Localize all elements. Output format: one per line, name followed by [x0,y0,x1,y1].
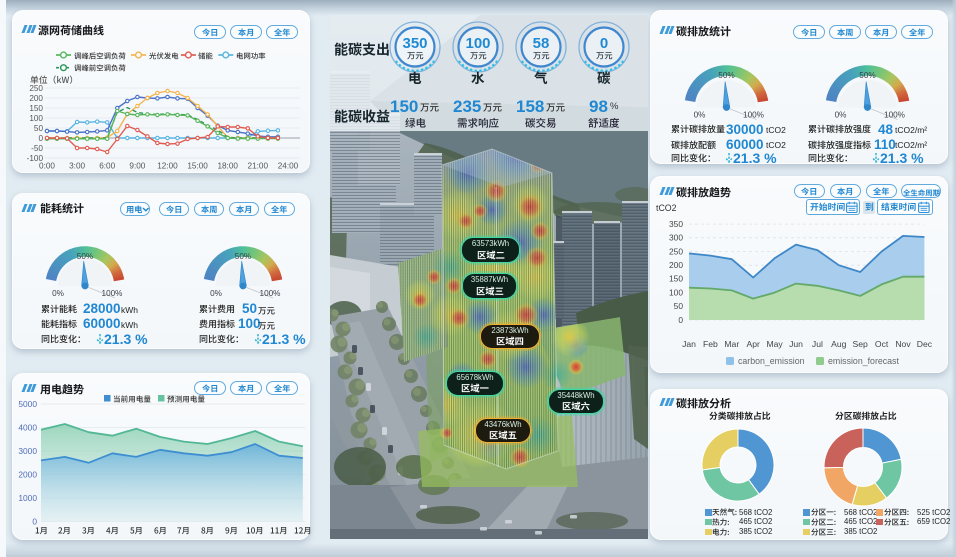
svg-text:Jul: Jul [812,339,823,349]
svg-text:100: 100 [29,114,43,123]
svg-text:100%: 100% [884,111,905,120]
svg-text:5000: 5000 [18,399,37,409]
svg-text:3000: 3000 [18,446,37,456]
svg-text:carbon_emission: carbon_emission [738,356,805,366]
svg-text:250: 250 [29,84,43,93]
svg-text:emission_forecast: emission_forecast [828,356,899,366]
svg-text:300: 300 [669,233,683,243]
svg-text:Mar: Mar [724,339,739,349]
svg-text:May: May [766,339,783,349]
svg-text:0%: 0% [835,111,847,120]
svg-text:Apr: Apr [747,339,761,349]
svg-text:100: 100 [669,287,683,297]
svg-text:150: 150 [29,104,43,113]
svg-text:50%: 50% [235,252,251,261]
svg-text:350: 350 [402,35,427,52]
svg-text:12:00: 12:00 [157,162,178,171]
svg-text:0: 0 [678,315,683,325]
svg-text:0%: 0% [694,111,706,120]
svg-text:-100: -100 [27,154,44,163]
svg-text:4000: 4000 [18,422,37,432]
svg-text:100: 100 [465,35,490,52]
svg-text:50: 50 [34,124,44,133]
svg-text:100%: 100% [102,289,123,298]
svg-text:3:00: 3:00 [69,162,85,171]
svg-text:-50: -50 [31,144,43,153]
svg-text:Jan: Jan [682,339,696,349]
svg-text:0%: 0% [210,289,222,298]
svg-text:200: 200 [669,260,683,270]
svg-text:350: 350 [669,219,683,229]
svg-text:9:00: 9:00 [129,162,145,171]
svg-text:Feb: Feb [703,339,718,349]
svg-text:Dec: Dec [917,339,933,349]
svg-text:50%: 50% [718,71,734,80]
svg-text:100%: 100% [743,111,764,120]
svg-text:50%: 50% [859,71,875,80]
svg-text:Oct: Oct [875,339,889,349]
svg-text:tCO2: tCO2 [656,203,677,213]
svg-text:18:00: 18:00 [217,162,238,171]
svg-text:21:00: 21:00 [248,162,269,171]
svg-text:50: 50 [674,301,684,311]
svg-text:0: 0 [600,35,608,52]
svg-text:200: 200 [29,94,43,103]
svg-text:0: 0 [32,516,37,526]
svg-text:0%: 0% [52,289,64,298]
svg-text:1000: 1000 [18,493,37,503]
svg-text:Aug: Aug [831,339,847,349]
svg-text:58: 58 [533,35,550,52]
svg-text:24:00: 24:00 [278,162,299,171]
svg-text:0:00: 0:00 [39,162,55,171]
svg-text:Nov: Nov [895,339,911,349]
svg-text:2000: 2000 [18,469,37,479]
svg-text:100%: 100% [260,289,281,298]
svg-text:Jun: Jun [789,339,803,349]
svg-text:15:00: 15:00 [187,162,208,171]
svg-text:50%: 50% [77,252,93,261]
svg-text:Sep: Sep [853,339,869,349]
svg-text:250: 250 [669,246,683,256]
svg-text:0: 0 [38,134,43,143]
svg-text:150: 150 [669,274,683,284]
svg-text:6:00: 6:00 [99,162,115,171]
